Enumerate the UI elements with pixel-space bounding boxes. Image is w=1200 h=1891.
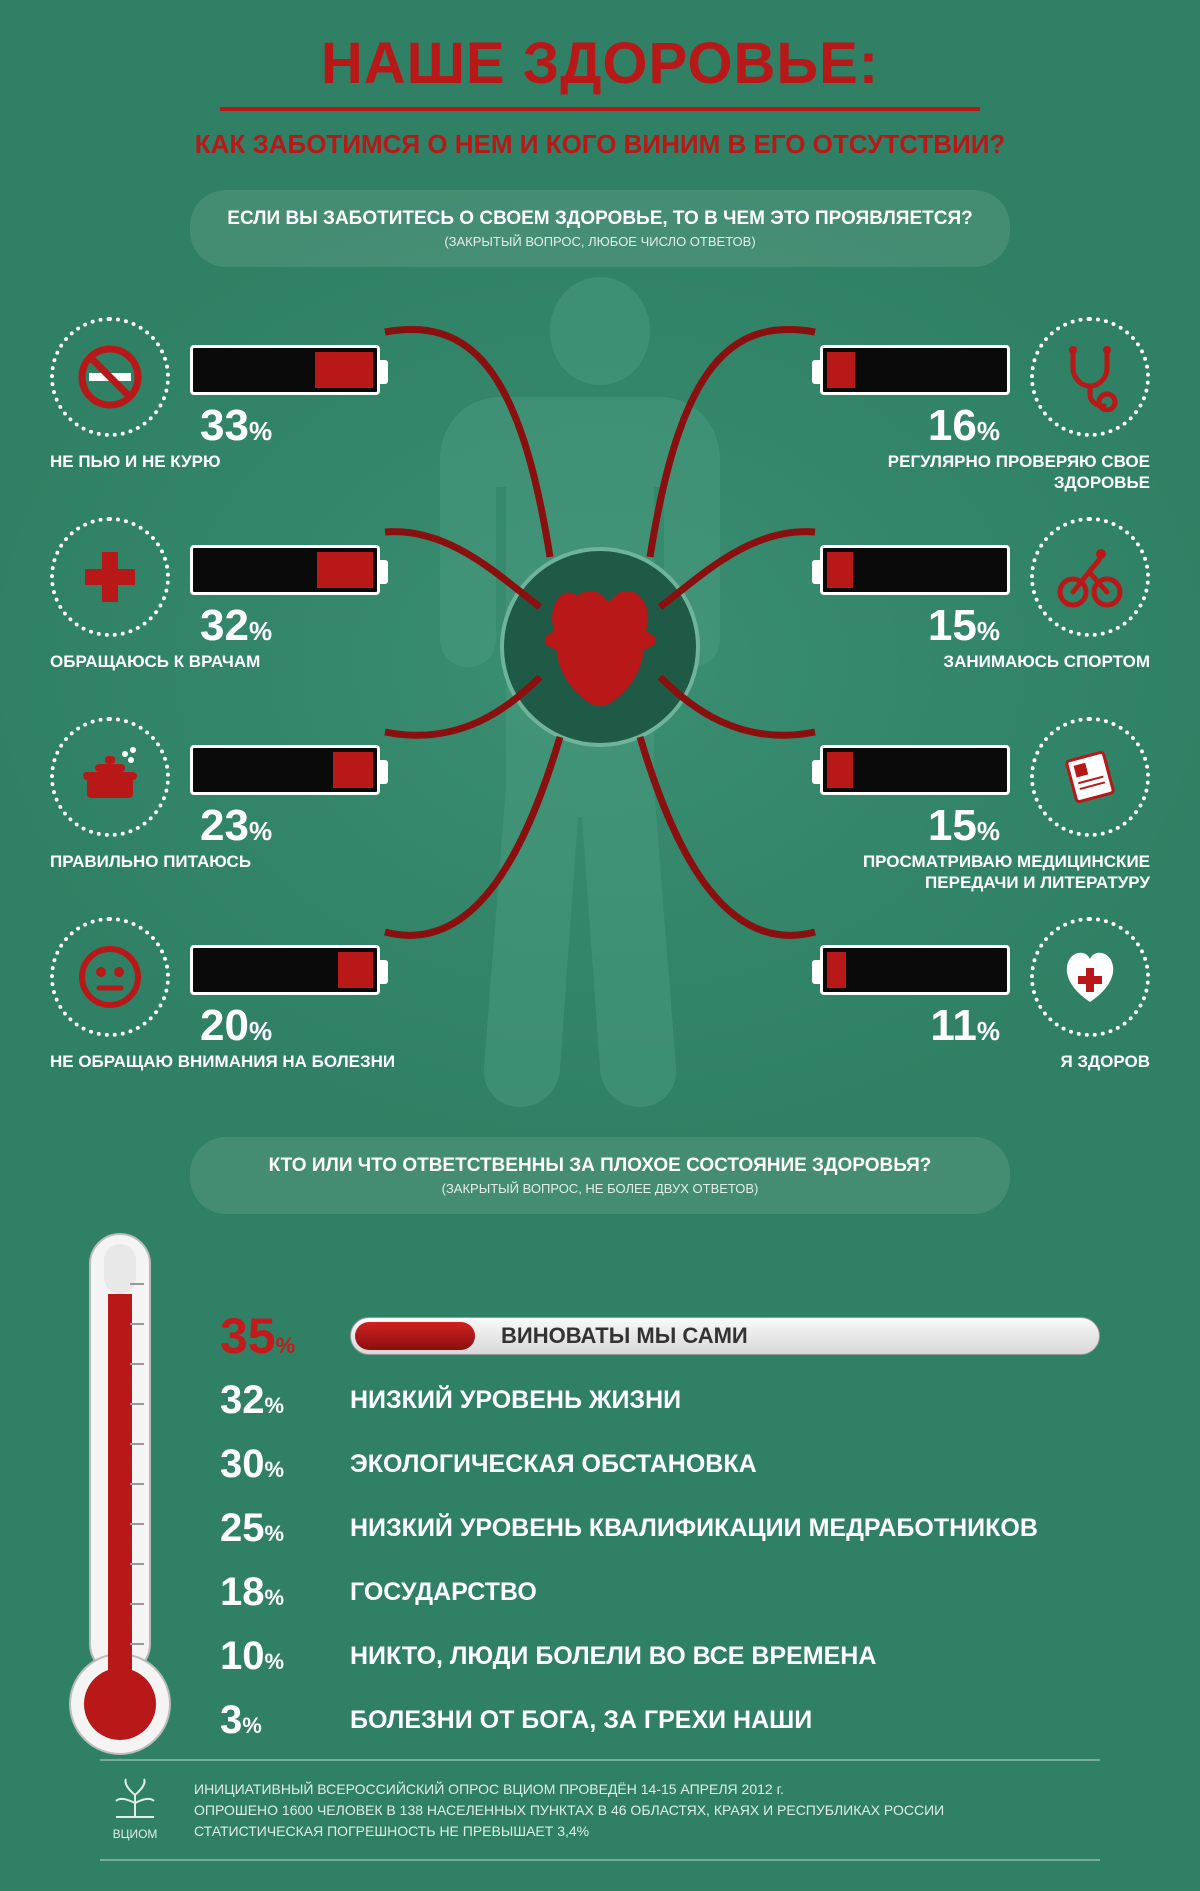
battery-gauge (820, 545, 1010, 595)
footer-line2: ОПРОШЕНО 1600 ЧЕЛОВЕК В 138 НАСЕЛЕННЫХ П… (194, 1800, 944, 1821)
blame-row: 35% ВИНОВАТЫ МЫ САМИ (220, 1304, 1100, 1368)
stat-label: НЕ ПЬЮ И НЕ КУРЮ (50, 451, 410, 472)
stat-percent: 15% (928, 801, 1000, 851)
stat-item: 15% ПРОСМАТРИВАЮ МЕДИЦИНСКИЕ ПЕРЕДАЧИ И … (760, 717, 1150, 917)
blame-label: ВИНОВАТЫ МЫ САМИ (501, 1323, 748, 1349)
stat-percent: 20% (200, 1001, 272, 1051)
stat-label: ПРОСМАТРИВАЮ МЕДИЦИНСКИЕ ПЕРЕДАЧИ И ЛИТЕ… (790, 851, 1150, 894)
blame-row: 25% НИЗКИЙ УРОВЕНЬ КВАЛИФИКАЦИИ МЕДРАБОТ… (220, 1496, 1100, 1560)
footer: ВЦИОМ ИНИЦИАТИВНЫЙ ВСЕРОССИЙСКИЙ ОПРОС В… (100, 1759, 1100, 1861)
battery-gauge (190, 545, 380, 595)
stat-label: ЗАНИМАЮСЬ СПОРТОМ (790, 651, 1150, 672)
blame-percent: 3% (220, 1698, 350, 1743)
battery-fill (827, 352, 855, 388)
blame-percent: 18% (220, 1570, 350, 1615)
section1-question: ЕСЛИ ВЫ ЗАБОТИТЕСЬ О СВОЕМ ЗДОРОВЬЕ, ТО … (220, 208, 980, 230)
blame-label: НИЗКИЙ УРОВЕНЬ КВАЛИФИКАЦИИ МЕДРАБОТНИКО… (350, 1514, 1100, 1543)
battery-fill (827, 552, 853, 588)
battery-fill (338, 952, 373, 988)
section2-question-pill: КТО ИЛИ ЧТО ОТВЕТСТВЕННЫ ЗА ПЛОХОЕ СОСТО… (190, 1137, 1010, 1214)
battery-fill (317, 552, 373, 588)
highlight-bar-fill (355, 1322, 475, 1350)
vciom-logo: ВЦИОМ (100, 1777, 170, 1843)
stat-percent: 15% (928, 601, 1000, 651)
logo-label: ВЦИОМ (113, 1827, 158, 1841)
blame-percent: 32% (220, 1378, 350, 1423)
blame-row: 30% ЭКОЛОГИЧЕСКАЯ ОБСТАНОВКА (220, 1432, 1100, 1496)
infographic: НАШЕ ЗДОРОВЬЕ: КАК ЗАБОТИМСЯ О НЕМ И КОГ… (0, 0, 1200, 1891)
section1-left-column: 33% НЕ ПЬЮ И НЕ КУРЮ 32% ОБРАЩАЮСЬ К ВРА… (50, 317, 440, 1117)
battery-fill (827, 752, 853, 788)
title-underline (220, 107, 980, 111)
medical-cross-icon (50, 517, 170, 637)
blame-label: НИКТО, ЛЮДИ БОЛЕЛИ ВО ВСЕ ВРЕМЕНА (350, 1642, 1100, 1671)
blame-percent: 30% (220, 1442, 350, 1487)
stat-item: 23% ПРАВИЛЬНО ПИТАЮСЬ (50, 717, 440, 917)
footer-text: ИНИЦИАТИВНЫЙ ВСЕРОССИЙСКИЙ ОПРОС ВЦИОМ П… (194, 1779, 944, 1842)
stat-percent: 32% (200, 601, 272, 651)
blame-percent: 25% (220, 1506, 350, 1551)
blame-label: ЭКОЛОГИЧЕСКАЯ ОБСТАНОВКА (350, 1450, 1100, 1479)
stat-percent: 23% (200, 801, 272, 851)
battery-fill (315, 352, 373, 388)
battery-gauge (820, 945, 1010, 995)
battery-gauge (190, 745, 380, 795)
section1-right-column: 16% РЕГУЛЯРНО ПРОВЕРЯЮ СВОЕ ЗДОРОВЬЕ 15%… (760, 317, 1150, 1117)
section2-question: КТО ИЛИ ЧТО ОТВЕТСТВЕННЫ ЗА ПЛОХОЕ СОСТО… (220, 1155, 980, 1177)
blame-row: 10% НИКТО, ЛЮДИ БОЛЕЛИ ВО ВСЕ ВРЕМЕНА (220, 1624, 1100, 1688)
stat-label: ПРАВИЛЬНО ПИТАЮСЬ (50, 851, 410, 872)
section1-note: (ЗАКРЫТЫЙ ВОПРОС, ЛЮБОЕ ЧИСЛО ОТВЕТОВ) (220, 234, 980, 249)
battery-fill (827, 952, 846, 988)
cycling-icon (1030, 517, 1150, 637)
stat-item: 11% Я ЗДОРОВ (760, 917, 1150, 1117)
stat-item: 15% ЗАНИМАЮСЬ СПОРТОМ (760, 517, 1150, 717)
stat-label: РЕГУЛЯРНО ПРОВЕРЯЮ СВОЕ ЗДОРОВЬЕ (790, 451, 1150, 494)
stat-item: 20% НЕ ОБРАЩАЮ ВНИМАНИЯ НА БОЛЕЗНИ (50, 917, 440, 1117)
stat-label: ОБРАЩАЮСЬ К ВРАЧАМ (50, 651, 410, 672)
subtitle: КАК ЗАБОТИМСЯ О НЕМ И КОГО ВИНИМ В ЕГО О… (50, 129, 1150, 160)
blame-percent: 35% (220, 1307, 350, 1365)
stat-item: 33% НЕ ПЬЮ И НЕ КУРЮ (50, 317, 440, 517)
battery-gauge (820, 745, 1010, 795)
blame-percent: 10% (220, 1634, 350, 1679)
battery-gauge (190, 345, 380, 395)
main-title: НАШЕ ЗДОРОВЬЕ: (50, 30, 1150, 97)
stat-percent: 33% (200, 401, 272, 451)
footer-line3: СТАТИСТИЧЕСКАЯ ПОГРЕШНОСТЬ НЕ ПРЕВЫШАЕТ … (194, 1821, 944, 1842)
heart-plus-icon (1030, 917, 1150, 1037)
blame-row: 32% НИЗКИЙ УРОВЕНЬ ЖИЗНИ (220, 1368, 1100, 1432)
no-smoking-icon (50, 317, 170, 437)
book-icon (1030, 717, 1150, 837)
stat-label: НЕ ОБРАЩАЮ ВНИМАНИЯ НА БОЛЕЗНИ (50, 1051, 410, 1072)
stat-percent: 16% (928, 401, 1000, 451)
blame-label: НИЗКИЙ УРОВЕНЬ ЖИЗНИ (350, 1386, 1100, 1415)
stat-percent: 11% (930, 1001, 1000, 1051)
neutral-face-icon (50, 917, 170, 1037)
section1: 33% НЕ ПЬЮ И НЕ КУРЮ 32% ОБРАЩАЮСЬ К ВРА… (50, 277, 1150, 1137)
blame-label: БОЛЕЗНИ ОТ БОГА, ЗА ГРЕХИ НАШИ (350, 1706, 1100, 1735)
battery-gauge (820, 345, 1010, 395)
battery-gauge (190, 945, 380, 995)
thermometer-icon (60, 1224, 180, 1764)
blame-row: 18% ГОСУДАРСТВО (220, 1560, 1100, 1624)
section2-list: 35% ВИНОВАТЫ МЫ САМИ 32% НИЗКИЙ УРОВЕНЬ … (220, 1304, 1100, 1752)
stat-item: 16% РЕГУЛЯРНО ПРОВЕРЯЮ СВОЕ ЗДОРОВЬЕ (760, 317, 1150, 517)
section1-question-pill: ЕСЛИ ВЫ ЗАБОТИТЕСЬ О СВОЕМ ЗДОРОВЬЕ, ТО … (190, 190, 1010, 267)
highlight-bar: ВИНОВАТЫ МЫ САМИ (350, 1317, 1100, 1355)
cooking-pot-icon (50, 717, 170, 837)
stethoscope-icon (1030, 317, 1150, 437)
footer-line1: ИНИЦИАТИВНЫЙ ВСЕРОССИЙСКИЙ ОПРОС ВЦИОМ П… (194, 1779, 944, 1800)
section2-note: (ЗАКРЫТЫЙ ВОПРОС, НЕ БОЛЕЕ ДВУХ ОТВЕТОВ) (220, 1181, 980, 1196)
stat-label: Я ЗДОРОВ (790, 1051, 1150, 1072)
blame-label: ГОСУДАРСТВО (350, 1578, 1100, 1607)
battery-fill (333, 752, 373, 788)
stat-item: 32% ОБРАЩАЮСЬ К ВРАЧАМ (50, 517, 440, 717)
blame-row: 3% БОЛЕЗНИ ОТ БОГА, ЗА ГРЕХИ НАШИ (220, 1688, 1100, 1752)
section2: 35% ВИНОВАТЫ МЫ САМИ 32% НИЗКИЙ УРОВЕНЬ … (50, 1224, 1150, 1784)
